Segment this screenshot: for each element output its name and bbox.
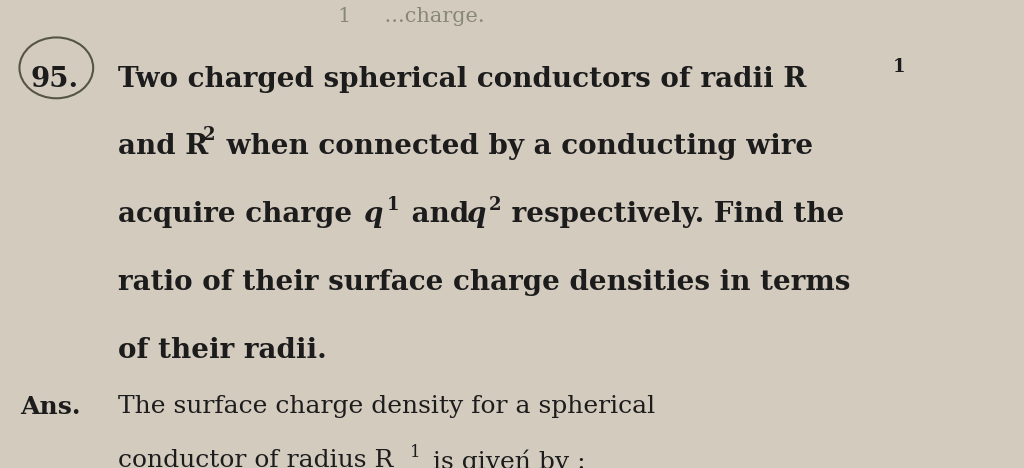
Text: 1: 1 <box>893 58 905 76</box>
Text: is giveń by :: is giveń by : <box>425 449 586 468</box>
Text: 1: 1 <box>387 196 399 213</box>
Text: conductor of radius R: conductor of radius R <box>118 449 393 468</box>
Text: when connected by a conducting wire: when connected by a conducting wire <box>217 133 813 161</box>
Text: q: q <box>466 201 485 228</box>
Text: The surface charge density for a spherical: The surface charge density for a spheric… <box>118 395 655 418</box>
Text: respectively. Find the: respectively. Find the <box>502 201 844 228</box>
Text: Two charged spherical conductors of radii R: Two charged spherical conductors of radi… <box>118 66 806 93</box>
Text: 1: 1 <box>410 444 420 461</box>
Text: Ans.: Ans. <box>20 395 81 419</box>
Text: and: and <box>402 201 479 228</box>
Text: 2: 2 <box>488 196 501 213</box>
Text: and R: and R <box>118 133 208 161</box>
Text: acquire charge: acquire charge <box>118 201 361 228</box>
Text: of their radii.: of their radii. <box>118 337 327 364</box>
Text: 2: 2 <box>203 126 215 144</box>
Text: 95.: 95. <box>31 66 79 93</box>
Text: q: q <box>364 201 383 228</box>
Text: ratio of their surface charge densities in terms: ratio of their surface charge densities … <box>118 269 850 296</box>
Text: 1     ...charge.: 1 ...charge. <box>338 7 484 26</box>
